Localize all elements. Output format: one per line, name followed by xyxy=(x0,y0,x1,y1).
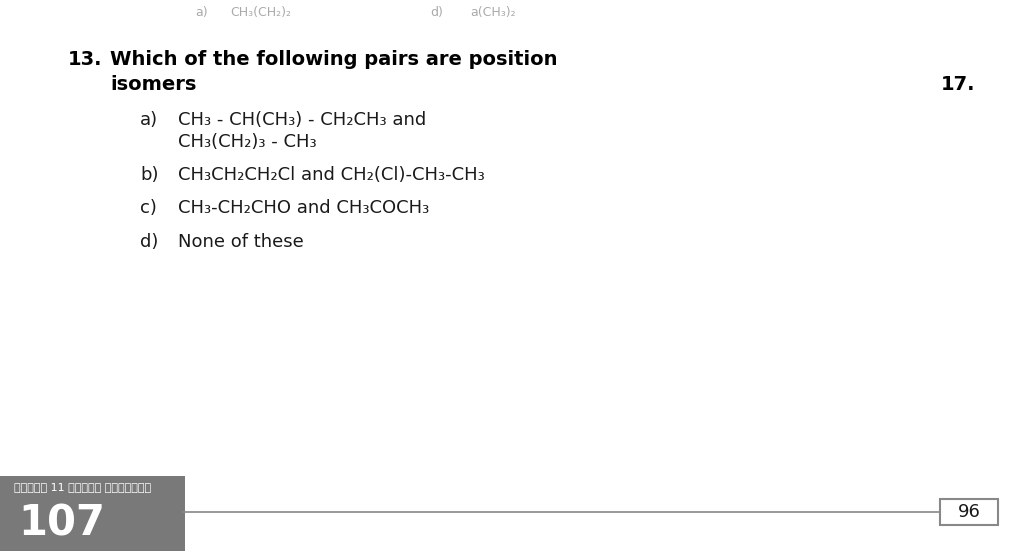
Text: CH₃-CH₂CHO and CH₃COCH₃: CH₃-CH₂CHO and CH₃COCH₃ xyxy=(178,199,429,218)
Text: b): b) xyxy=(140,166,159,184)
Text: a): a) xyxy=(140,111,158,129)
Text: c): c) xyxy=(140,199,157,218)
Text: Which of the following pairs are position: Which of the following pairs are positio… xyxy=(110,49,557,69)
Text: 107: 107 xyxy=(18,502,105,544)
Text: 13.: 13. xyxy=(68,49,102,69)
Text: d): d) xyxy=(140,233,159,251)
Text: d): d) xyxy=(430,6,442,19)
Text: 17.: 17. xyxy=(940,75,975,94)
Text: 96: 96 xyxy=(957,503,980,521)
Text: CH₃ - CH(CH₃) - CH₂CH₃ and: CH₃ - CH(CH₃) - CH₂CH₃ and xyxy=(178,111,426,129)
Text: None of these: None of these xyxy=(178,233,304,251)
Text: isomers: isomers xyxy=(110,75,197,94)
FancyBboxPatch shape xyxy=(0,476,185,551)
Text: कक्षा 11 रसायन विज्ञान: कक्षा 11 रसायन विज्ञान xyxy=(14,482,152,492)
Text: a): a) xyxy=(195,6,208,19)
FancyBboxPatch shape xyxy=(940,499,998,525)
Text: CH₃(CH₂)₂: CH₃(CH₂)₂ xyxy=(230,6,291,19)
Text: CH₃CH₂CH₂Cl and CH₂(Cl)-CH₃-CH₃: CH₃CH₂CH₂Cl and CH₂(Cl)-CH₃-CH₃ xyxy=(178,166,484,184)
Text: CH₃(CH₂)₃ - CH₃: CH₃(CH₂)₃ - CH₃ xyxy=(178,133,316,151)
Text: a(CH₃)₂: a(CH₃)₂ xyxy=(470,6,516,19)
